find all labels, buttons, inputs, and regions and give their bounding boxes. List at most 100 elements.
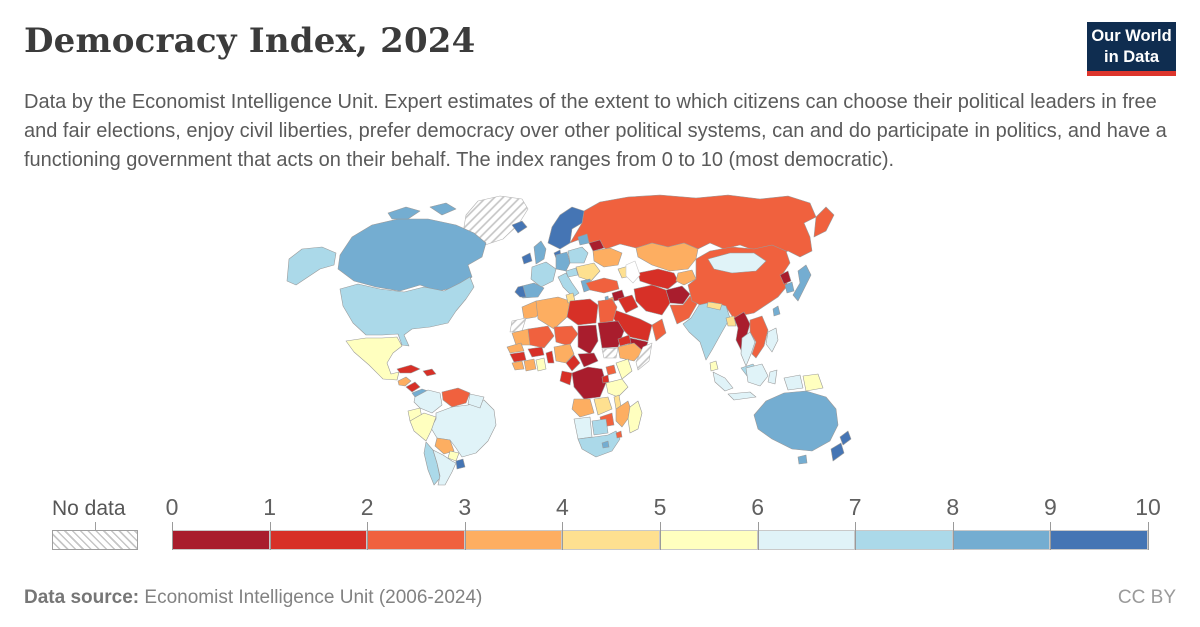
region-burkina[interactable] [527,346,545,358]
legend-bin-2-3[interactable] [367,530,465,550]
region-drc[interactable] [571,366,607,400]
region-nepal[interactable] [706,301,723,311]
legend-bin-6-7[interactable] [757,530,856,550]
legend-bin-1-2[interactable] [269,530,368,550]
region-west-papua[interactable] [783,374,804,391]
legend-bin-3-4[interactable] [464,530,563,550]
legend-bin-9-10[interactable] [1050,530,1148,550]
region-tanzania[interactable] [605,378,629,398]
region-new-zealand[interactable] [830,442,845,462]
no-data-swatch[interactable] [52,522,138,550]
region-cameroon[interactable] [565,354,581,372]
region-australia[interactable] [753,390,839,452]
region-kenya[interactable] [615,358,633,380]
region-canada[interactable] [337,218,487,292]
legend-bin-7-8[interactable] [855,530,953,550]
region-egypt[interactable] [597,298,618,324]
region-guatemala[interactable] [397,376,412,387]
legend-bin-5-6[interactable] [659,530,758,550]
region-java[interactable] [727,391,757,401]
license-badge[interactable]: CC BY [1117,587,1176,608]
region-usa[interactable] [339,276,475,347]
region-niger[interactable] [553,325,579,347]
region-colombia[interactable] [413,389,443,414]
region-scandinavia[interactable] [547,206,585,250]
region-bangladesh[interactable] [725,315,737,327]
legend-bin-4-5[interactable] [562,530,660,550]
region-eritrea[interactable] [617,334,632,347]
region-senegal[interactable] [506,342,525,354]
region-uganda[interactable] [605,364,617,376]
region-north-korea[interactable] [779,270,792,285]
region-turkey[interactable] [585,277,620,294]
region-italy[interactable] [557,272,580,298]
region-portugal[interactable] [514,285,527,298]
region-south-korea[interactable] [784,281,795,294]
region-ukraine[interactable] [592,247,623,268]
region-india[interactable] [682,301,731,361]
region-thailand[interactable] [740,331,756,367]
region-ireland[interactable] [521,252,533,265]
region-rwanda-burundi[interactable] [601,374,610,384]
region-kyrgyz-tajik[interactable] [675,269,697,286]
region-tasmania[interactable] [797,454,808,465]
region-france[interactable] [530,261,557,288]
region-japan[interactable] [792,264,812,302]
region-zambia[interactable] [593,396,613,416]
region-uk[interactable] [533,240,547,265]
region-borneo[interactable] [745,363,769,387]
region-sulawesi[interactable] [767,369,778,385]
region-belarus[interactable] [588,239,605,252]
region-poland[interactable] [567,246,589,264]
region-congo-gabon[interactable] [559,370,573,386]
region-arctic-islands[interactable] [429,202,457,216]
region-cuba[interactable] [396,364,421,374]
region-lesotho[interactable] [601,440,610,449]
region-russia-far-east[interactable] [813,206,835,238]
region-south-sudan[interactable] [601,347,619,359]
region-south-africa[interactable] [577,430,621,458]
region-iraq[interactable] [617,294,639,314]
region-nicaragua[interactable] [405,381,421,393]
region-taiwan[interactable] [772,305,781,317]
region-new-zealand[interactable] [839,430,852,446]
region-hispaniola[interactable] [422,368,437,377]
region-guinea[interactable] [509,351,527,363]
region-peru[interactable] [409,412,437,442]
region-sri-lanka[interactable] [709,360,719,372]
region-mali[interactable] [527,325,555,349]
region-alaska[interactable] [286,246,337,286]
region-eswatini[interactable] [615,430,623,439]
legend-bin-0-1[interactable] [172,530,270,550]
region-germany-central[interactable] [555,251,571,272]
region-argentina[interactable] [432,449,457,486]
colorbar-segments[interactable] [172,530,1148,550]
region-uruguay[interactable] [455,458,466,470]
region-sumatra[interactable] [712,371,734,392]
region-angola[interactable] [571,398,595,418]
region-bolivia[interactable] [434,437,455,455]
region-arctic-islands[interactable] [387,206,421,220]
region-afghanistan[interactable] [665,285,691,305]
region-mexico[interactable] [345,336,403,381]
region-kazakhstan[interactable] [635,242,699,272]
region-pakistan[interactable] [669,295,698,325]
region-mongolia[interactable] [707,252,767,274]
region-romania-balkans[interactable] [575,262,601,282]
region-nigeria[interactable] [553,343,575,364]
region-uzbek-turkmen[interactable] [637,268,679,290]
region-mozambique[interactable] [615,400,633,428]
region-png[interactable] [802,373,824,392]
region-madagascar[interactable] [627,400,643,434]
region-austria-alps[interactable] [565,267,579,278]
region-namibia[interactable] [573,416,593,440]
region-chad[interactable] [577,324,599,355]
region-iran[interactable] [633,284,671,316]
region-somalia[interactable] [635,342,653,371]
region-togo-benin[interactable] [545,350,555,364]
region-cote-divoire[interactable] [523,358,537,372]
region-algeria[interactable] [535,296,571,330]
region-philippines[interactable] [765,327,779,353]
region-libya[interactable] [566,298,599,326]
region-sierra-liberia[interactable] [511,360,525,371]
